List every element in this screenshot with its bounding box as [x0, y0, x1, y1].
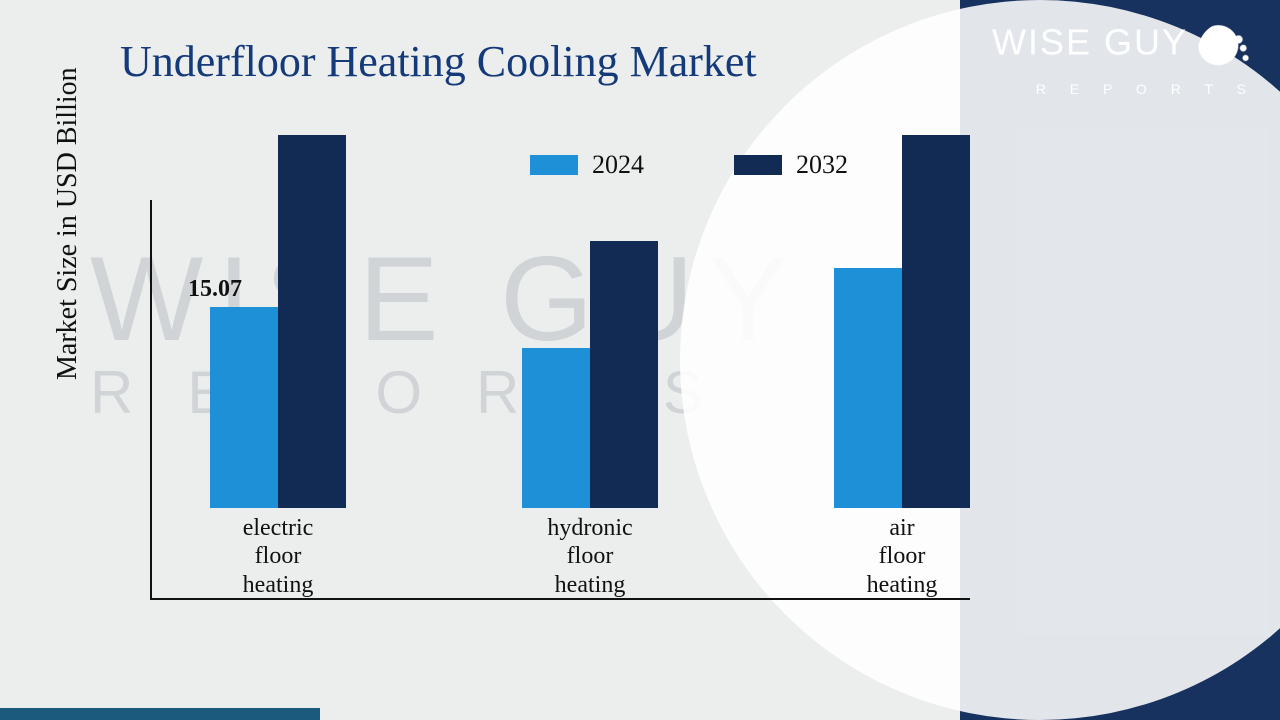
y-axis-line	[150, 200, 152, 600]
bar-2024	[210, 307, 278, 508]
bar-value-label: 15.07	[188, 276, 242, 303]
brand-sub: R E P O R T S	[992, 82, 1256, 96]
page: WISE GUY REPORTS WISE GUY R E P O R T S …	[0, 0, 1280, 720]
bar-2032	[902, 135, 970, 508]
footer-accent-bar	[0, 708, 320, 720]
category-label: electricfloorheating	[243, 514, 314, 600]
bar-2024	[834, 268, 902, 508]
bar-2032	[590, 241, 658, 508]
bar-pair	[522, 108, 658, 508]
bar-pair	[834, 108, 970, 508]
bar-2024	[522, 348, 590, 508]
category-label: airfloorheating	[867, 514, 938, 600]
y-axis-label: Market Size in USD Billion	[52, 67, 84, 380]
brand-logo: WISE GUY R E P O R T S	[992, 22, 1256, 96]
brand-head-icon	[1198, 22, 1256, 80]
brand-main: WISE GUY	[992, 22, 1188, 63]
bar-group: 15.07electricfloorheating	[210, 108, 346, 600]
bar-pair: 15.07	[210, 108, 346, 508]
bar-group: hydronicfloorheating	[522, 108, 658, 600]
bar-2032	[278, 135, 346, 508]
category-label: hydronicfloorheating	[547, 514, 632, 600]
plot-area: 15.07 electricfloorheating hydronicfloorhe…	[150, 200, 970, 600]
chart-title: Underfloor Heating Cooling Market	[120, 36, 757, 87]
bar-group: airfloorheating	[834, 108, 970, 600]
bar-groups: 15.07electricfloorheating hydronicfloorhe…	[210, 108, 970, 600]
